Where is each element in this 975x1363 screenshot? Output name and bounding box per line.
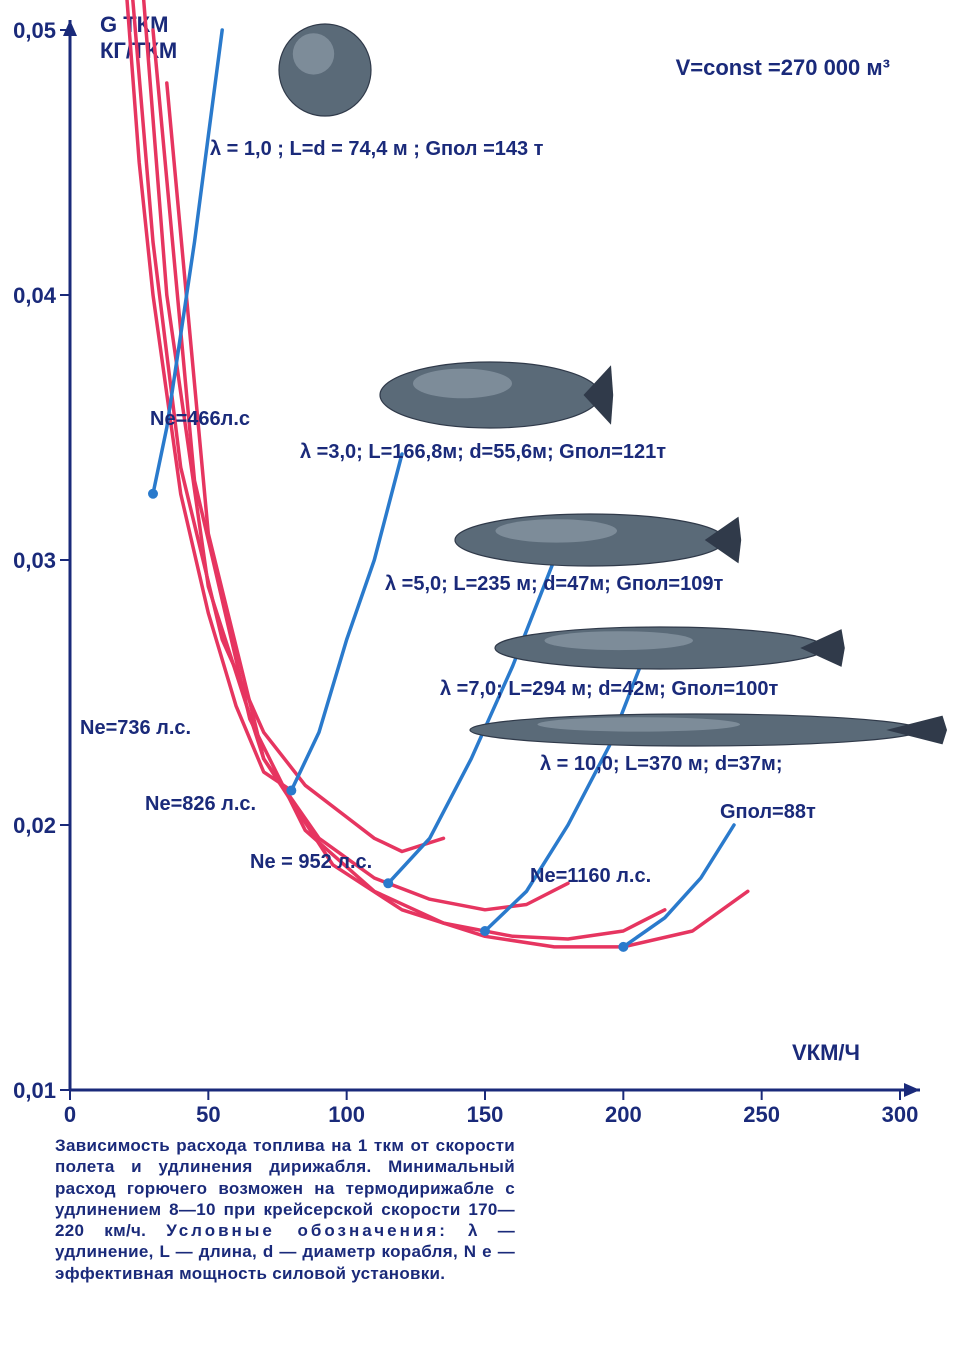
constant-label: V=const =270 000 м³ bbox=[676, 55, 890, 80]
x-axis-title: VКМ/Ч bbox=[792, 1040, 860, 1065]
airship-shape bbox=[279, 24, 371, 116]
airship-shape bbox=[380, 362, 613, 428]
lambda-1-red bbox=[125, 0, 291, 791]
chart-caption: Зависимость расхода топлива на 1 ткм от … bbox=[55, 1135, 515, 1284]
x-tick-label: 0 bbox=[64, 1102, 76, 1127]
x-tick-label: 300 bbox=[882, 1102, 919, 1127]
airship-shape bbox=[495, 627, 845, 669]
x-tick-label: 50 bbox=[196, 1102, 220, 1127]
ne-label: Ne=736 л.с. bbox=[80, 717, 191, 739]
ne-marker bbox=[286, 786, 296, 796]
lambda-annotation: λ =3,0; L=166,8м; d=55,6м; Gпол=121т bbox=[300, 441, 666, 463]
y-tick-label: 0,03 bbox=[13, 548, 56, 573]
chart-container: 0,010,020,030,040,05050100150200250300G … bbox=[0, 0, 975, 1363]
y-tick-label: 0,05 bbox=[13, 18, 56, 43]
caption-legend-head: Условные обозначения: bbox=[166, 1221, 448, 1240]
x-axis-arrow bbox=[904, 1083, 920, 1097]
ne-label: Ne = 952 л.с. bbox=[250, 851, 372, 873]
lambda-annotation: λ = 1,0 ; L=d = 74,4 м ; Gпол =143 т bbox=[210, 138, 544, 160]
ne-marker bbox=[148, 489, 158, 499]
ne-label: Ne=466л.с bbox=[150, 408, 250, 430]
x-tick-label: 100 bbox=[328, 1102, 365, 1127]
y-tick-label: 0,01 bbox=[13, 1078, 56, 1103]
lambda-10-red bbox=[167, 83, 748, 947]
y-tick-label: 0,04 bbox=[13, 283, 57, 308]
lambda-annotation-2: Gпол=88т bbox=[720, 801, 816, 823]
y-tick-label: 0,02 bbox=[13, 813, 56, 838]
ne-label: Ne=1160 л.с. bbox=[530, 865, 651, 887]
ne-label: Ne=826 л.с. bbox=[145, 793, 256, 815]
lambda-3-blue bbox=[291, 454, 402, 791]
lambda-annotation: λ =5,0; L=235 м; d=47м; Gпол=109т bbox=[385, 573, 723, 595]
x-tick-label: 250 bbox=[743, 1102, 780, 1127]
ne-marker bbox=[480, 926, 490, 936]
y-axis-arrow bbox=[63, 20, 77, 36]
lambda-annotation: λ = 10,0; L=370 м; d=37м; bbox=[540, 753, 783, 775]
ne-marker bbox=[383, 878, 393, 888]
ne-marker bbox=[618, 942, 628, 952]
airship-shape bbox=[455, 514, 741, 566]
airship-shape bbox=[470, 714, 947, 746]
x-tick-label: 150 bbox=[467, 1102, 504, 1127]
lambda-annotation: λ =7,0; L=294 м; d=42м; Gпол=100т bbox=[440, 678, 778, 700]
x-tick-label: 200 bbox=[605, 1102, 642, 1127]
